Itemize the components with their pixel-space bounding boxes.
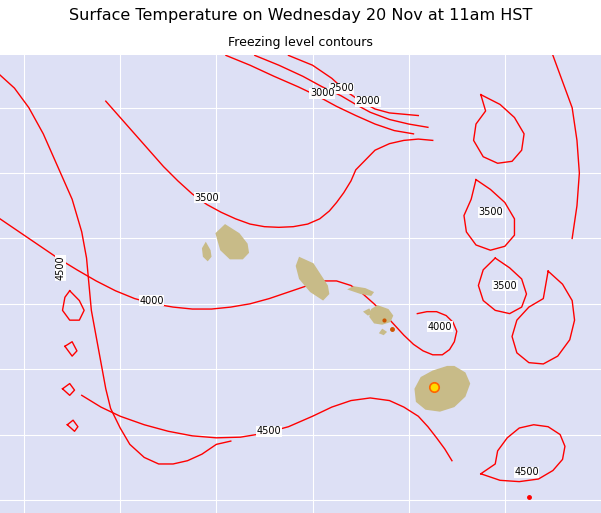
Text: 2000: 2000 xyxy=(356,96,380,106)
Text: 4500: 4500 xyxy=(55,255,65,280)
Text: 4000: 4000 xyxy=(428,322,452,332)
Polygon shape xyxy=(202,242,212,261)
Polygon shape xyxy=(369,305,393,325)
Text: 4500: 4500 xyxy=(514,467,538,478)
Polygon shape xyxy=(379,329,387,335)
Text: Surface Temperature on Wednesday 20 Nov at 11am HST: Surface Temperature on Wednesday 20 Nov … xyxy=(69,8,532,23)
Polygon shape xyxy=(215,224,249,260)
Text: 4000: 4000 xyxy=(139,295,163,306)
Text: 3500: 3500 xyxy=(195,193,219,203)
Text: 3500: 3500 xyxy=(478,207,502,218)
Text: 2500: 2500 xyxy=(329,83,354,93)
Polygon shape xyxy=(415,366,470,411)
Text: 3000: 3000 xyxy=(310,88,334,98)
Text: 4500: 4500 xyxy=(257,426,281,436)
Text: 3500: 3500 xyxy=(493,281,517,290)
Polygon shape xyxy=(296,256,329,301)
Text: Freezing level contours: Freezing level contours xyxy=(228,35,373,49)
Polygon shape xyxy=(347,286,374,296)
Polygon shape xyxy=(363,308,373,315)
